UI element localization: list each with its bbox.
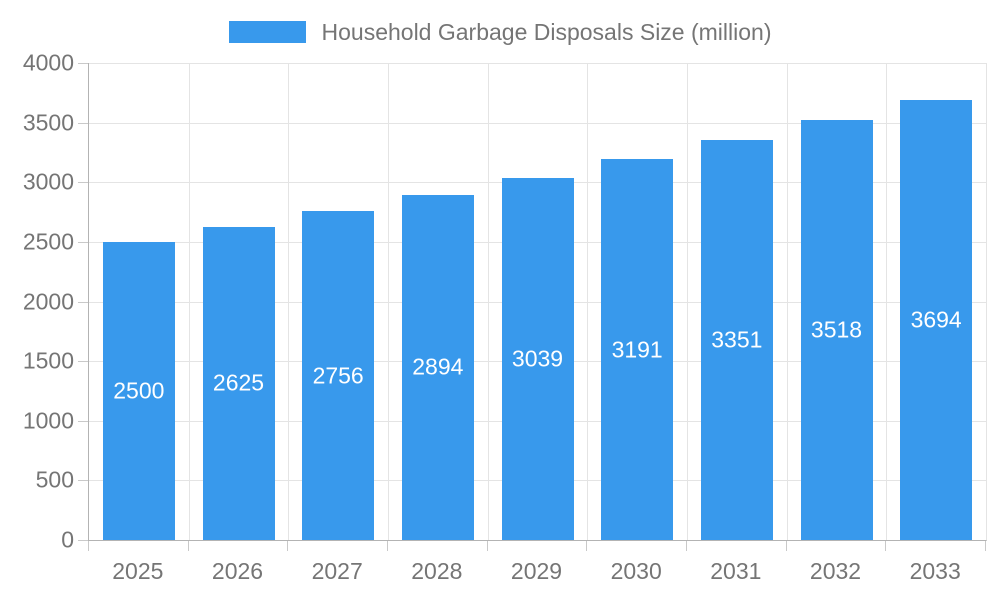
bar-value-label: 2894 <box>412 353 464 380</box>
y-axis-label: 1000 <box>22 407 74 434</box>
x-axis-tick <box>985 541 986 551</box>
x-gridline <box>687 63 688 540</box>
x-gridline <box>288 63 290 540</box>
x-axis-tick <box>486 541 488 551</box>
x-gridline <box>188 63 190 540</box>
y-axis-tick <box>78 540 88 541</box>
bar-2025[interactable]: 2500 <box>102 241 175 540</box>
x-axis-label: 2026 <box>211 558 264 584</box>
x-axis-label: 2029 <box>510 558 563 584</box>
x-axis-tick <box>287 541 289 551</box>
bar-2032[interactable]: 3518 <box>800 120 873 540</box>
x-axis-tick <box>187 541 189 551</box>
x-axis-tick <box>785 541 787 551</box>
y-axis-label: 500 <box>35 466 74 493</box>
x-gridline <box>487 63 489 540</box>
bar-2026[interactable]: 2625 <box>202 226 275 540</box>
bar-value-label: 3039 <box>511 345 564 372</box>
y-axis-tick <box>78 420 88 422</box>
bar-value-label: 2756 <box>312 362 364 389</box>
x-axis-label: 2033 <box>909 558 961 584</box>
y-axis-tick <box>78 301 88 303</box>
bar-2028[interactable]: 2894 <box>401 194 474 540</box>
bar-value-label: 3694 <box>910 306 962 333</box>
bar-value-label: 2625 <box>212 369 265 396</box>
y-axis-tick <box>78 361 88 363</box>
y-axis-tick <box>78 182 88 184</box>
y-axis-tick <box>78 241 88 243</box>
bar-value-label: 3351 <box>711 326 763 353</box>
bar-value-label: 2500 <box>113 377 165 404</box>
y-axis-tick <box>78 480 88 482</box>
x-gridline <box>886 63 888 540</box>
x-axis-tick <box>586 541 588 551</box>
x-axis-label: 2028 <box>411 558 463 584</box>
legend-item[interactable]: Household Garbage Disposals Size (millio… <box>228 18 772 46</box>
x-gridline <box>587 63 589 540</box>
bar-value-label: 3518 <box>810 316 863 343</box>
x-axis-label: 2030 <box>610 558 662 584</box>
y-axis-label: 4000 <box>22 49 74 76</box>
y-axis-label: 1500 <box>22 347 74 374</box>
x-axis-tick <box>885 541 887 551</box>
x-axis-label: 2031 <box>710 558 762 584</box>
y-axis-tick <box>78 63 88 64</box>
x-gridline <box>388 63 389 540</box>
bar-2031[interactable]: 3351 <box>700 140 773 540</box>
x-axis-tick <box>88 541 89 551</box>
y-gridline <box>89 122 986 124</box>
legend: Household Garbage Disposals Size (millio… <box>0 14 1000 50</box>
bar-value-label: 3191 <box>611 336 663 363</box>
y-gridline <box>89 63 986 64</box>
legend-swatch-icon <box>228 21 306 43</box>
x-axis-label: 2027 <box>311 558 363 584</box>
x-axis-tick <box>686 541 687 551</box>
y-axis-label: 2000 <box>22 288 74 314</box>
y-axis-tick <box>78 122 88 124</box>
x-axis-label: 2032 <box>809 558 862 584</box>
bar-2030[interactable]: 3191 <box>601 159 674 540</box>
x-gridline <box>786 63 788 540</box>
x-axis-label: 2025 <box>112 558 164 584</box>
y-axis-label: 3000 <box>22 168 74 195</box>
y-axis-label: 3500 <box>22 109 74 136</box>
y-axis-label: 0 <box>61 526 74 553</box>
x-axis-tick <box>387 541 388 551</box>
bar-2033[interactable]: 3694 <box>900 99 973 540</box>
plot-area: 2500 2625 2756 2894 3039 3191 3351 3518 3694 <box>88 63 987 541</box>
bar-2027[interactable]: 2756 <box>302 211 375 540</box>
y-axis-label: 2500 <box>22 228 74 255</box>
bar-2029[interactable]: 3039 <box>501 177 574 540</box>
legend-label: Household Garbage Disposals Size (millio… <box>321 18 772 45</box>
